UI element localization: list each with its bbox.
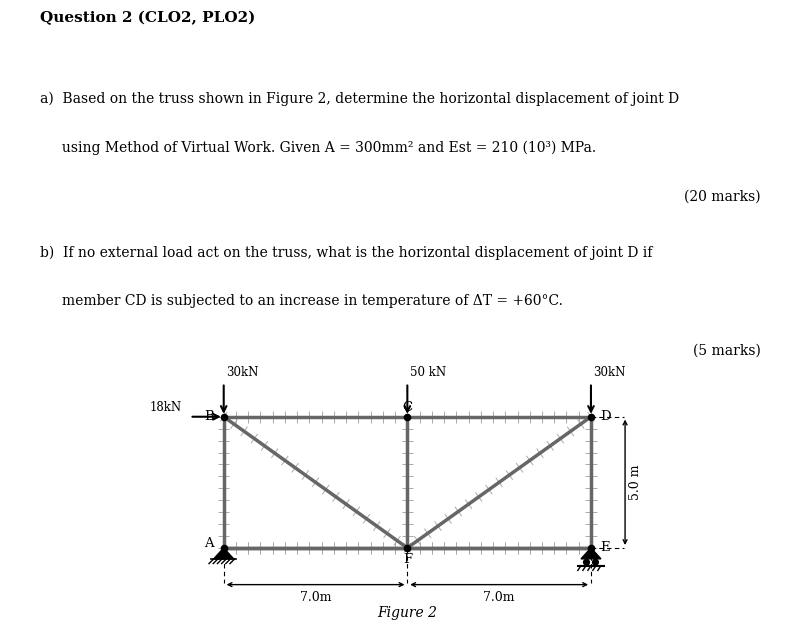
Text: Figure 2: Figure 2 [377, 605, 437, 620]
Text: B: B [204, 410, 214, 423]
Text: 30kN: 30kN [594, 366, 626, 379]
Text: (20 marks): (20 marks) [684, 189, 761, 203]
Text: 30kN: 30kN [227, 366, 259, 379]
Text: using Method of Virtual Work. Given A = 300mm² and Est = 210 (10³) MPa.: using Method of Virtual Work. Given A = … [40, 140, 596, 155]
Text: 7.0m: 7.0m [483, 591, 515, 604]
Text: 7.0m: 7.0m [300, 591, 332, 604]
Text: a)  Based on the truss shown in Figure 2, determine the horizontal displacement : a) Based on the truss shown in Figure 2,… [40, 91, 679, 106]
Circle shape [584, 560, 590, 565]
Text: A: A [204, 538, 214, 550]
Polygon shape [214, 548, 234, 559]
Text: member CD is subjected to an increase in temperature of ΔT = +60°C.: member CD is subjected to an increase in… [40, 294, 563, 309]
Text: F: F [403, 553, 412, 566]
Text: (5 marks): (5 marks) [693, 344, 761, 357]
Text: C: C [402, 401, 413, 414]
Polygon shape [581, 548, 601, 559]
Text: b)  If no external load act on the truss, what is the horizontal displacement of: b) If no external load act on the truss,… [40, 245, 653, 260]
Text: 18kN: 18kN [150, 401, 182, 414]
Circle shape [593, 560, 598, 565]
Text: Question 2 (CLO2, PLO2): Question 2 (CLO2, PLO2) [40, 11, 256, 25]
Text: D: D [600, 410, 610, 423]
Text: 50 kN: 50 kN [410, 366, 446, 379]
Text: 5.0 m: 5.0 m [629, 464, 642, 500]
Text: E: E [601, 541, 610, 555]
